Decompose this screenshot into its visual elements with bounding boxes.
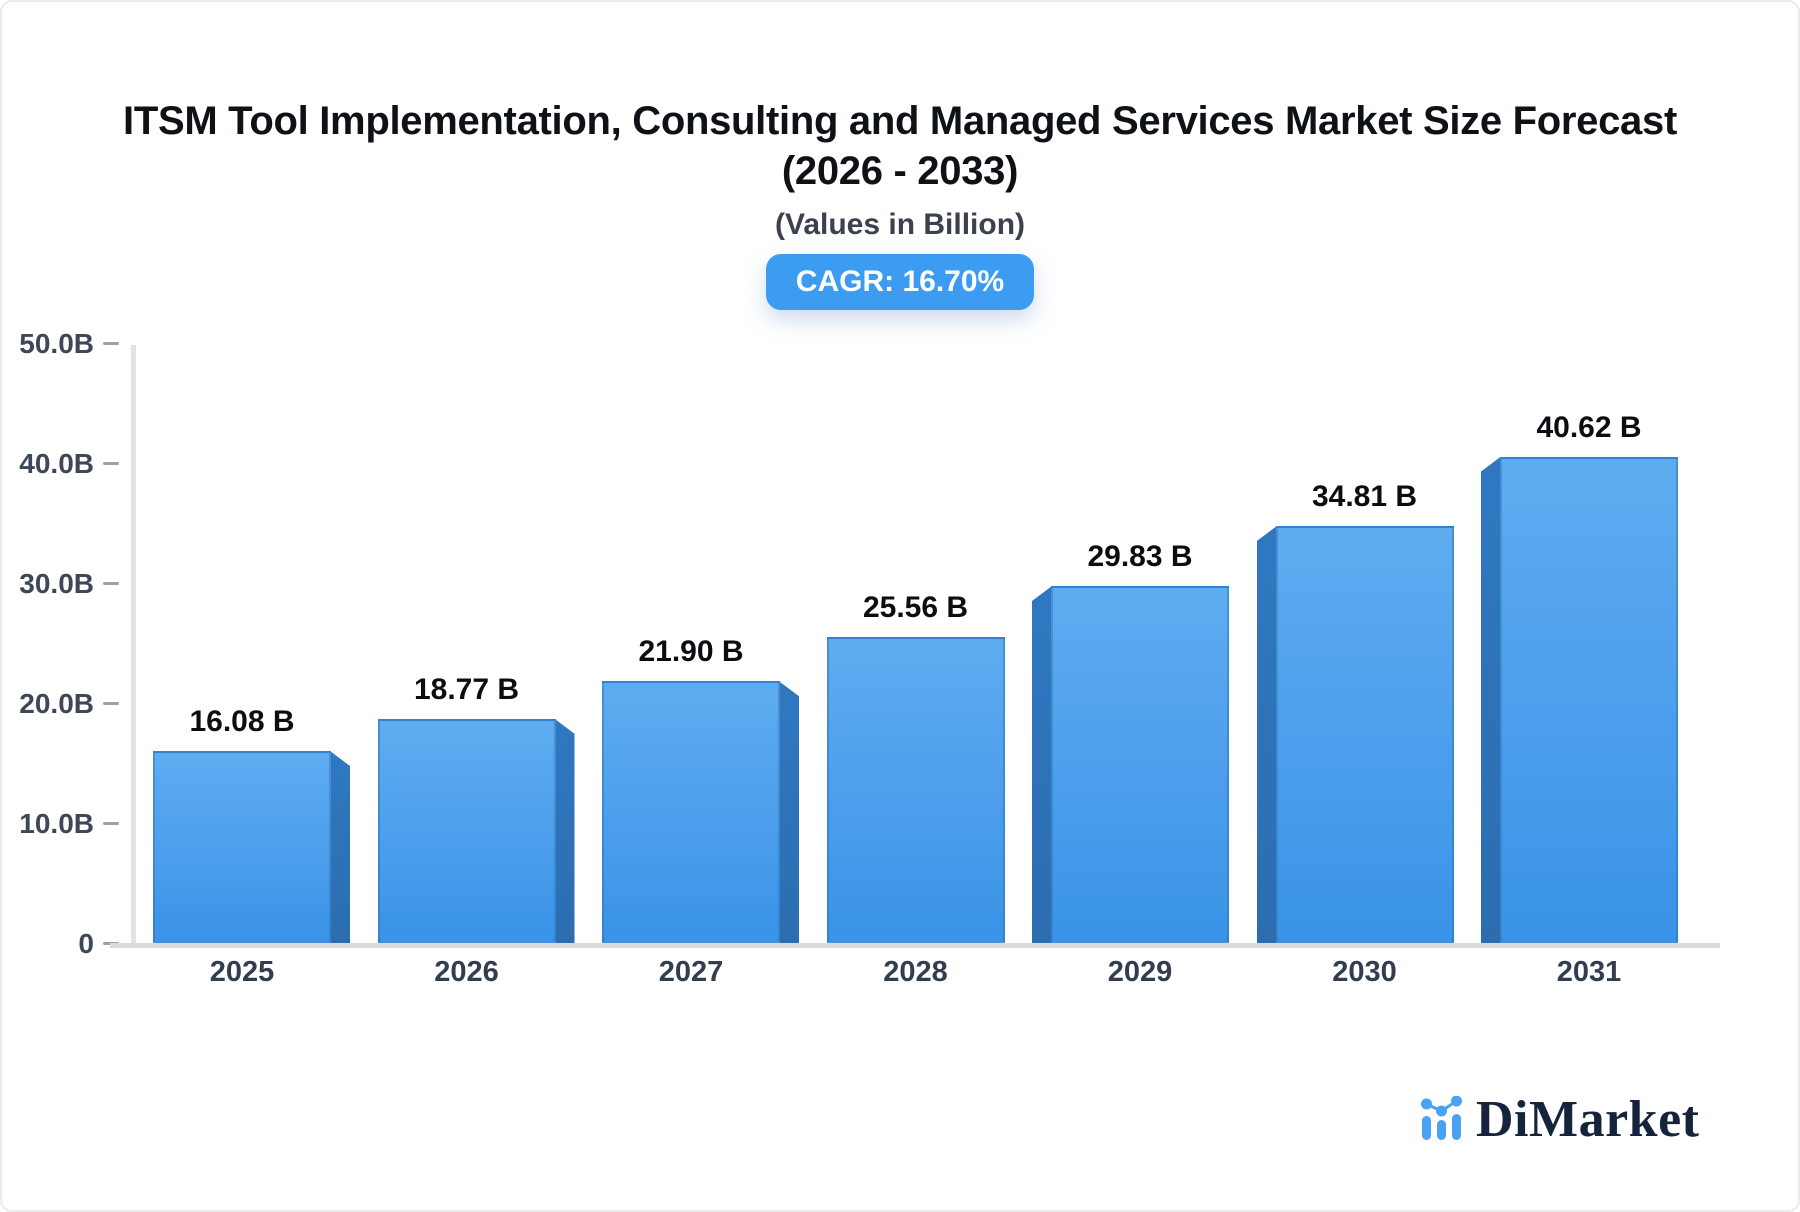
bar-2029 xyxy=(1051,586,1229,944)
x-axis-label-2028: 2028 xyxy=(883,956,948,988)
bar-value-label-2028: 25.56 B xyxy=(862,591,969,625)
y-axis-line xyxy=(131,345,136,948)
x-axis-label-2025: 2025 xyxy=(209,956,275,988)
bar-side-face xyxy=(779,681,799,944)
bar-value-label-2027: 21.90 B xyxy=(638,635,744,669)
x-axis-label-2031: 2031 xyxy=(1556,956,1622,988)
cagr-badge: CAGR: 16.70% xyxy=(765,254,1035,310)
bar-value-label-2026: 18.77 B xyxy=(413,672,520,706)
bar-side-face xyxy=(1256,526,1277,944)
y-axis-label-40: 40.0B xyxy=(19,448,94,479)
bar-value-label-2031: 40.62 B xyxy=(1536,410,1642,444)
chart-header: ITSM Tool Implementation, Consulting and… xyxy=(2,96,1798,310)
bar-value-label-2030: 34.81 B xyxy=(1311,480,1418,514)
bar-2025 xyxy=(153,751,331,944)
bar-value-label-2025: 16.08 B xyxy=(189,705,295,739)
x-axis-line xyxy=(110,943,1720,948)
y-axis-tick-mark xyxy=(103,342,119,345)
bar-side-face xyxy=(554,718,575,944)
y-axis-tick-mark xyxy=(103,582,119,585)
y-axis-tick-mark xyxy=(103,702,119,705)
chart-title-line2: (2026 - 2033) xyxy=(781,149,1019,193)
y-axis-tick-mark xyxy=(103,462,119,465)
y-axis-label-50: 50.0B xyxy=(19,328,94,359)
dimarket-logo: DiMarket xyxy=(1420,1094,1699,1146)
y-axis-label-20: 20.0B xyxy=(19,688,94,719)
bar-side-face xyxy=(1032,586,1052,944)
bar-2028 xyxy=(826,637,1005,944)
y-axis-label-10: 10.0B xyxy=(19,808,94,839)
bar-2030 xyxy=(1275,526,1454,944)
bar-2031 xyxy=(1500,456,1678,944)
logo-text: DiMarket xyxy=(1476,1091,1700,1148)
y-axis-label-30: 30.0B xyxy=(19,568,94,599)
mini-bar-line-chart-icon xyxy=(1421,1096,1462,1140)
x-axis-label-2026: 2026 xyxy=(434,956,499,988)
chart-subtitle: (Values in Billion) xyxy=(774,208,1026,241)
bar-2027 xyxy=(602,681,780,944)
x-axis-label-2027: 2027 xyxy=(658,956,724,988)
bar-side-face xyxy=(1481,456,1501,944)
bar-side-face xyxy=(330,751,350,944)
y-axis-label-0: 0 xyxy=(78,928,94,959)
y-axis-tick-mark xyxy=(103,822,119,825)
x-axis-label-2029: 2029 xyxy=(1107,956,1173,988)
x-axis-label-2030: 2030 xyxy=(1332,956,1397,988)
bar-value-label-2029: 29.83 B xyxy=(1087,540,1193,574)
bar-2026 xyxy=(377,718,556,944)
chart-title-line1: ITSM Tool Implementation, Consulting and… xyxy=(123,99,1677,143)
